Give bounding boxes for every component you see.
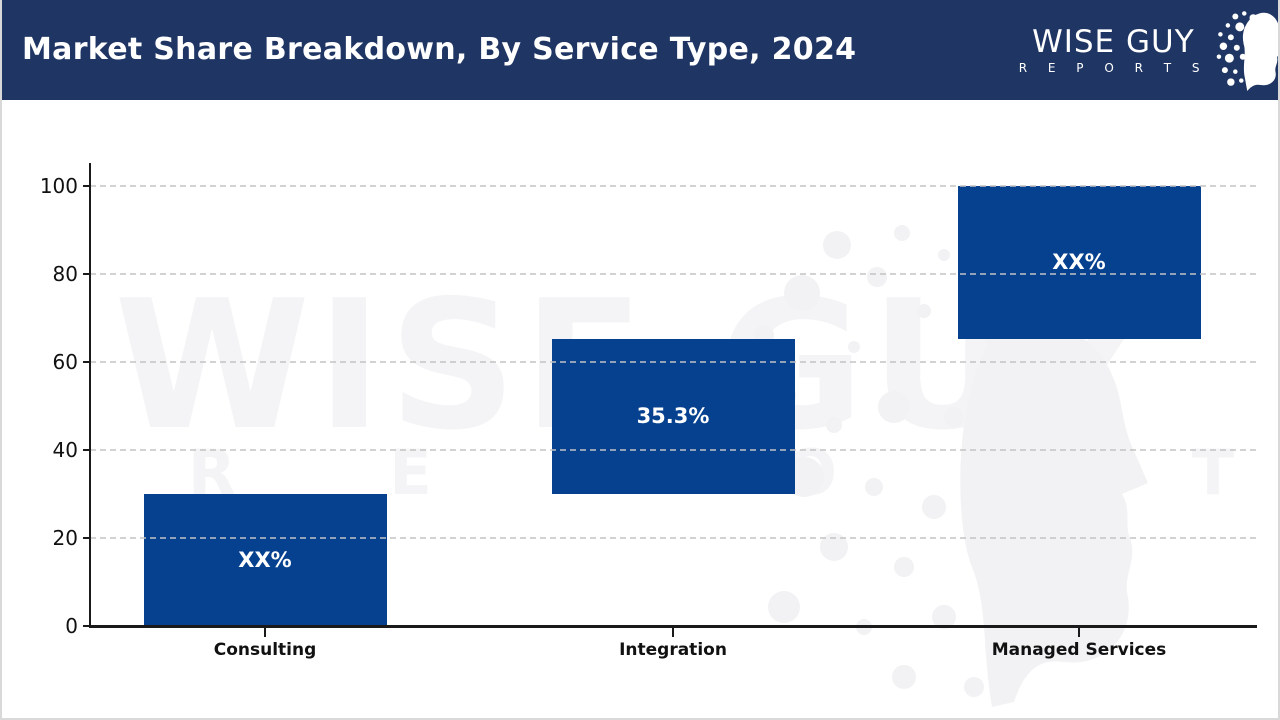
y-tick-mark bbox=[83, 273, 90, 275]
x-tick-mark bbox=[1078, 628, 1080, 637]
y-tick-label: 20 bbox=[52, 526, 78, 550]
y-tick-mark bbox=[83, 625, 90, 627]
bar-consulting: XX% bbox=[143, 494, 387, 626]
y-tick-label: 100 bbox=[39, 174, 78, 198]
y-tick-label: 60 bbox=[52, 350, 78, 374]
chart-title: Market Share Breakdown, By Service Type,… bbox=[22, 32, 857, 67]
bar-managed-services: XX% bbox=[957, 186, 1201, 339]
gridline-y20 bbox=[90, 537, 1256, 539]
x-axis bbox=[89, 625, 1257, 628]
gridline-y100 bbox=[90, 185, 1256, 187]
y-axis bbox=[89, 163, 91, 628]
y-tick-label: 40 bbox=[52, 438, 78, 462]
logo-wordmark: WISE GUY R E P O R T S bbox=[1019, 26, 1208, 75]
gridline-y80 bbox=[90, 273, 1256, 275]
brand-logo: WISE GUY R E P O R T S bbox=[1019, 0, 1278, 100]
logo-line1: WISE GUY bbox=[1032, 23, 1195, 60]
y-tick-label: 80 bbox=[52, 262, 78, 286]
bar-integration: 35.3% bbox=[551, 338, 795, 494]
bar-value-label: XX% bbox=[1052, 250, 1106, 275]
bar-value-label: 35.3% bbox=[636, 404, 710, 429]
x-category-label-consulting: Consulting bbox=[213, 640, 317, 660]
x-tick-mark bbox=[672, 628, 674, 637]
y-tick-mark bbox=[83, 449, 90, 451]
header: Market Share Breakdown, By Service Type,… bbox=[2, 0, 1278, 100]
x-category-label-integration: Integration bbox=[619, 640, 727, 660]
logo-line2: R E P O R T S bbox=[1018, 60, 1208, 75]
y-tick-mark bbox=[83, 185, 90, 187]
x-tick-mark bbox=[264, 628, 266, 637]
logo-head-icon bbox=[1216, 11, 1278, 91]
y-tick-mark bbox=[83, 361, 90, 363]
y-tick-label: 0 bbox=[65, 614, 78, 638]
bar-value-label: XX% bbox=[238, 548, 292, 572]
x-category-label-managed-services: Managed Services bbox=[991, 640, 1167, 660]
gridline-y60 bbox=[90, 361, 1256, 363]
y-tick-mark bbox=[83, 537, 90, 539]
gridline-y40 bbox=[90, 449, 1256, 451]
